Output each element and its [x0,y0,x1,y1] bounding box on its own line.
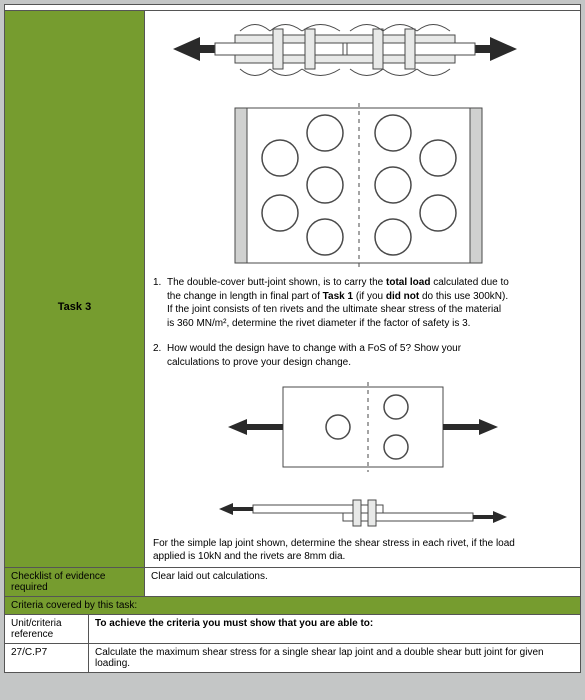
q1-l3: If the joint consists of ten rivets and … [167,304,501,315]
q1-l1-bold: total load [386,277,430,288]
lap-l2: applied is 10kN and the rivets are 8mm d… [153,551,345,562]
lap-l1: For the simple lap joint shown, determin… [153,538,515,549]
task-label: Task 3 [58,301,91,313]
q1-l4: is 360 MN/m², determine the rivet diamet… [167,318,470,329]
butt-joint-top-svg [175,103,555,268]
diagram-butt-side [145,11,580,272]
question-2: 2.How would the design have to change wi… [145,334,580,373]
table-rows: Checklist of evidence required Clear lai… [5,567,580,672]
checklist-label: Checklist of evidence required [5,568,145,596]
unit-ref-label: Unit/criteria reference [5,615,89,643]
row-code: 27/C.P7 Calculate the maximum shear stre… [5,643,580,672]
page-container: Task 3 [4,4,581,673]
lap-question: For the simple lap joint shown, determin… [145,535,580,567]
diagram-lap-top [145,373,580,487]
q2-number: 2. [153,342,167,356]
row-checklist: Checklist of evidence required Clear lai… [5,567,580,596]
main-row: Task 3 [5,11,580,567]
unit-ref-value: To achieve the criteria you must show th… [89,615,580,643]
q1-number: 1. [153,276,167,290]
row-criteria-covered: Criteria covered by this task: [5,596,580,614]
q1-l2-bold: Task 1 [323,291,353,302]
q1-l2-bold2: did not [386,291,419,302]
sidebar: Task 3 [5,11,145,567]
q2-l1: How would the design have to change with… [167,343,461,354]
q1-l2c: do this use 300kN). [419,291,508,302]
checklist-value: Clear laid out calculations. [145,568,580,596]
q1-l1a: The double-cover butt-joint shown, is to… [167,277,386,288]
q1-l2a: the change in length in final part of [167,291,323,302]
code-value: Calculate the maximum shear stress for a… [89,644,580,672]
q1-l1b: calculated due to [430,277,508,288]
q2-l2: calculations to prove your design change… [167,357,351,368]
code-label: 27/C.P7 [5,644,89,672]
diagram-lap-side [145,487,580,535]
row-unit-ref: Unit/criteria reference To achieve the c… [5,614,580,643]
content-area: 1.The double-cover butt-joint shown, is … [145,11,580,567]
criteria-covered: Criteria covered by this task: [5,597,580,614]
q1-l2b: (if you [353,291,386,302]
question-1: 1.The double-cover butt-joint shown, is … [145,272,580,334]
butt-joint-side-svg [155,19,535,89]
